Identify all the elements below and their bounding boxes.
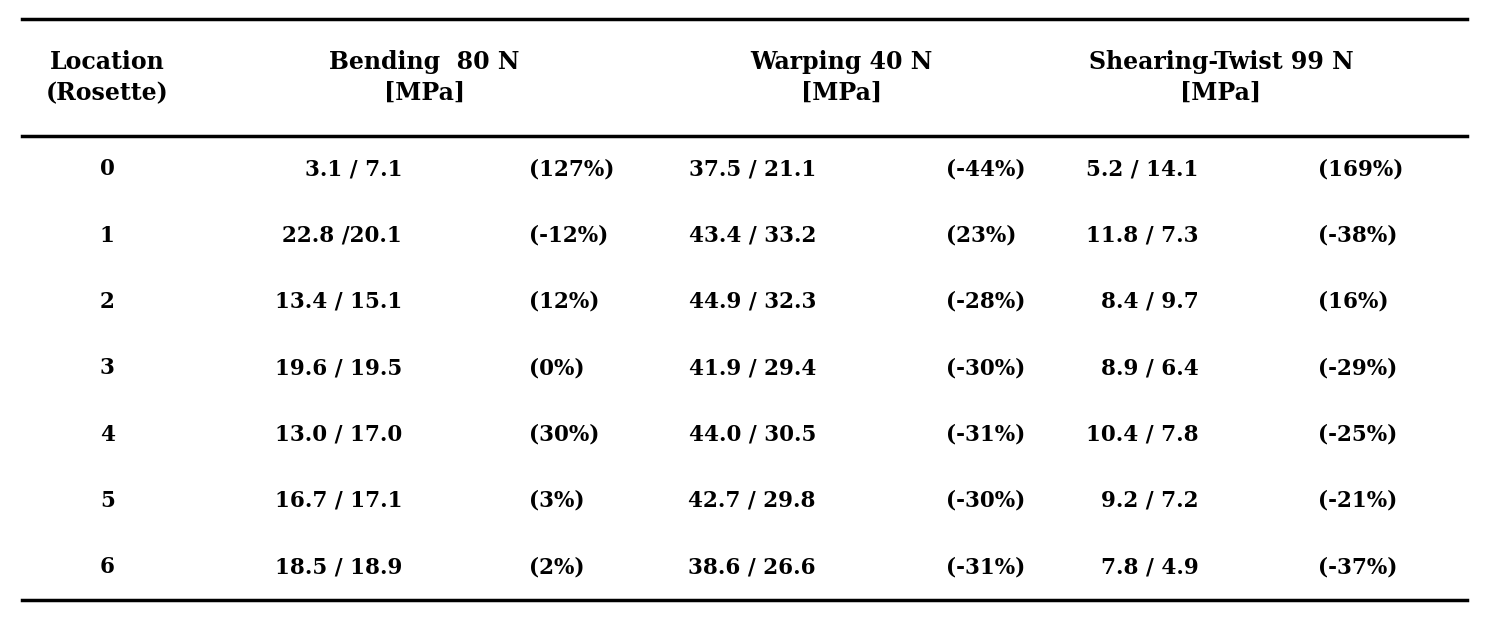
Text: 18.5 / 18.9: 18.5 / 18.9 bbox=[274, 556, 402, 578]
Text: 44.9 / 32.3: 44.9 / 32.3 bbox=[688, 291, 816, 313]
Text: 43.4 / 33.2: 43.4 / 33.2 bbox=[688, 225, 816, 246]
Text: 0: 0 bbox=[100, 158, 115, 180]
Text: (-37%): (-37%) bbox=[1318, 556, 1397, 578]
Text: (-30%): (-30%) bbox=[946, 357, 1024, 379]
Text: 44.0 / 30.5: 44.0 / 30.5 bbox=[688, 423, 816, 446]
Text: (2%): (2%) bbox=[529, 556, 584, 578]
Text: 5: 5 bbox=[100, 490, 115, 512]
Text: 16.7 / 17.1: 16.7 / 17.1 bbox=[274, 490, 402, 512]
Text: 19.6 / 19.5: 19.6 / 19.5 bbox=[275, 357, 402, 379]
Text: 5.2 / 14.1: 5.2 / 14.1 bbox=[1087, 158, 1199, 180]
Text: (-12%): (-12%) bbox=[529, 225, 608, 246]
Text: 22.8 /20.1: 22.8 /20.1 bbox=[283, 225, 402, 246]
Text: 10.4 / 7.8: 10.4 / 7.8 bbox=[1085, 423, 1199, 446]
Text: (0%): (0%) bbox=[529, 357, 584, 379]
Text: (16%): (16%) bbox=[1318, 291, 1388, 313]
Text: (30%): (30%) bbox=[529, 423, 599, 446]
Text: 41.9 / 29.4: 41.9 / 29.4 bbox=[688, 357, 816, 379]
Text: (-25%): (-25%) bbox=[1318, 423, 1397, 446]
Text: (-29%): (-29%) bbox=[1318, 357, 1397, 379]
Text: (-31%): (-31%) bbox=[946, 423, 1024, 446]
Text: (-30%): (-30%) bbox=[946, 490, 1024, 512]
Text: 11.8 / 7.3: 11.8 / 7.3 bbox=[1085, 225, 1199, 246]
Text: 42.7 / 29.8: 42.7 / 29.8 bbox=[688, 490, 816, 512]
Text: 3: 3 bbox=[100, 357, 115, 379]
Text: 1: 1 bbox=[100, 225, 115, 246]
Text: 8.4 / 9.7: 8.4 / 9.7 bbox=[1100, 291, 1199, 313]
Text: (-38%): (-38%) bbox=[1318, 225, 1397, 246]
Text: 4: 4 bbox=[100, 423, 115, 446]
Text: 9.2 / 7.2: 9.2 / 7.2 bbox=[1102, 490, 1199, 512]
Text: (-28%): (-28%) bbox=[946, 291, 1024, 313]
Text: Bending  80 N
[MPa]: Bending 80 N [MPa] bbox=[329, 50, 520, 105]
Text: (-44%): (-44%) bbox=[946, 158, 1024, 180]
Text: 37.5 / 21.1: 37.5 / 21.1 bbox=[689, 158, 816, 180]
Text: 38.6 / 26.6: 38.6 / 26.6 bbox=[688, 556, 816, 578]
Text: (-21%): (-21%) bbox=[1318, 490, 1397, 512]
Text: 2: 2 bbox=[100, 291, 115, 313]
Text: 13.0 / 17.0: 13.0 / 17.0 bbox=[275, 423, 402, 446]
Text: 6: 6 bbox=[100, 556, 115, 578]
Text: (169%): (169%) bbox=[1318, 158, 1403, 180]
Text: Warping 40 N
[MPa]: Warping 40 N [MPa] bbox=[750, 50, 932, 105]
Text: (127%): (127%) bbox=[529, 158, 613, 180]
Text: (-31%): (-31%) bbox=[946, 556, 1024, 578]
Text: 7.8 / 4.9: 7.8 / 4.9 bbox=[1100, 556, 1199, 578]
Text: 13.4 / 15.1: 13.4 / 15.1 bbox=[275, 291, 402, 313]
Text: (3%): (3%) bbox=[529, 490, 584, 512]
Text: (23%): (23%) bbox=[946, 225, 1015, 246]
Text: 3.1 / 7.1: 3.1 / 7.1 bbox=[305, 158, 402, 180]
Text: (12%): (12%) bbox=[529, 291, 599, 313]
Text: 8.9 / 6.4: 8.9 / 6.4 bbox=[1100, 357, 1199, 379]
Text: Location
(Rosette): Location (Rosette) bbox=[46, 50, 168, 105]
Text: Shearing-Twist 99 N
[MPa]: Shearing-Twist 99 N [MPa] bbox=[1088, 50, 1354, 105]
